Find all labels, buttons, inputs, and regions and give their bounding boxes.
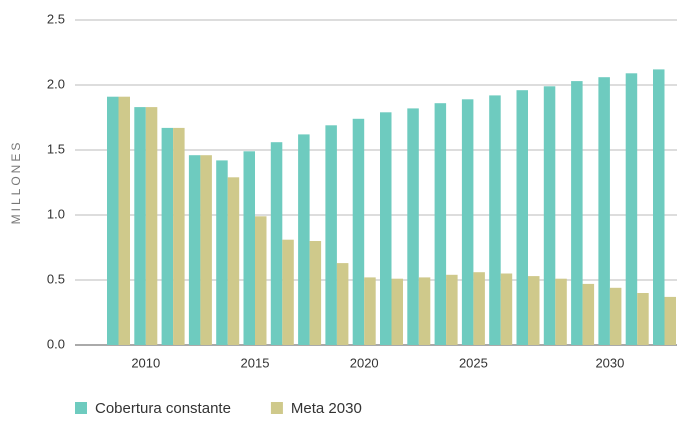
bar: [418, 277, 431, 345]
bar: [255, 216, 267, 345]
bar: [161, 127, 174, 346]
bar: [664, 296, 676, 345]
bar: [336, 263, 349, 345]
bar: [391, 278, 403, 345]
legend-swatch: [270, 402, 283, 414]
bar: [134, 107, 146, 345]
bar: [555, 278, 567, 345]
bar: [653, 69, 665, 346]
legend-label: Cobertura constante: [95, 400, 231, 417]
bar: [625, 73, 638, 346]
bar: [407, 108, 419, 346]
y-tick-label: 1.0: [47, 206, 65, 221]
bar: [270, 142, 283, 345]
bar: [352, 118, 365, 345]
bar: [243, 151, 255, 345]
bar: [282, 239, 294, 345]
bar: [434, 103, 447, 345]
legend-swatch: [75, 402, 87, 414]
bar: [582, 283, 595, 345]
legend-label: Meta 2030: [291, 400, 362, 417]
x-tick-label: 2020: [350, 355, 379, 370]
bar: [637, 293, 649, 345]
bar: [516, 90, 528, 345]
bar: [145, 107, 158, 345]
bar: [216, 160, 228, 345]
bar: [173, 127, 185, 346]
y-tick-label: 2.0: [47, 76, 65, 91]
bar: [200, 155, 212, 345]
bar: [227, 177, 240, 345]
bar: [298, 134, 310, 345]
bar: [543, 86, 556, 346]
bar: [309, 241, 322, 345]
bar: [528, 276, 540, 345]
y-tick-label: 0.5: [47, 271, 65, 286]
bar: [571, 81, 583, 345]
y-axis-label: MILLONES: [9, 140, 23, 225]
bar: [461, 99, 474, 345]
y-tick-label: 0.0: [47, 336, 65, 351]
x-tick-label: 2025: [459, 355, 488, 370]
bar: [118, 96, 130, 345]
bar: [473, 272, 485, 345]
bar: [107, 96, 119, 345]
bar: [489, 95, 501, 346]
x-tick-label: 2015: [241, 355, 270, 370]
bar: [598, 77, 610, 345]
y-tick-label: 1.5: [47, 141, 65, 156]
bar: [325, 125, 337, 345]
bar: [446, 274, 458, 345]
bar: [380, 112, 392, 345]
bar: [609, 287, 622, 345]
x-tick-label: 2030: [595, 355, 624, 370]
bar: [188, 155, 201, 345]
x-tick-label: 2010: [131, 355, 160, 370]
bar: [500, 273, 513, 345]
y-tick-label: 2.5: [47, 11, 65, 26]
bar: [364, 277, 376, 345]
